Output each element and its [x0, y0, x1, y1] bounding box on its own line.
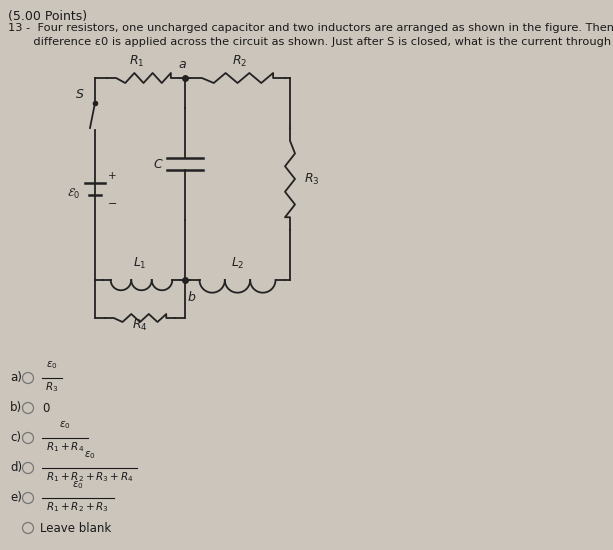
Text: c): c): [10, 432, 21, 444]
Text: $-$: $-$: [107, 197, 117, 207]
Text: Leave blank: Leave blank: [40, 521, 111, 535]
Text: $R_1+R_2+R_3+R_4$: $R_1+R_2+R_3+R_4$: [45, 470, 134, 484]
Text: a): a): [10, 371, 22, 384]
Text: $\varepsilon_0$: $\varepsilon_0$: [59, 419, 71, 431]
Text: $R_1+R_4$: $R_1+R_4$: [46, 440, 84, 454]
Text: $R_3$: $R_3$: [45, 380, 59, 394]
Text: $R_4$: $R_4$: [132, 318, 148, 333]
Text: $\varepsilon_0$: $\varepsilon_0$: [46, 359, 58, 371]
Text: $R_1$: $R_1$: [129, 54, 145, 69]
Text: (5.00 Points): (5.00 Points): [8, 10, 87, 23]
Text: $R_1+R_2+R_3$: $R_1+R_2+R_3$: [47, 500, 110, 514]
Text: $+$: $+$: [107, 170, 116, 181]
Text: b): b): [10, 402, 22, 415]
Text: $R_2$: $R_2$: [232, 54, 248, 69]
Text: $b$: $b$: [187, 290, 196, 304]
Text: $L_1$: $L_1$: [133, 256, 147, 271]
Text: $R_3$: $R_3$: [304, 172, 319, 186]
Text: d): d): [10, 461, 22, 475]
Text: $\varepsilon_0$: $\varepsilon_0$: [72, 479, 84, 491]
Text: 13 -  Four resistors, one uncharged capacitor and two inductors are arranged as : 13 - Four resistors, one uncharged capac…: [8, 23, 613, 33]
Text: $C$: $C$: [153, 157, 164, 170]
Text: $\varepsilon_0$: $\varepsilon_0$: [83, 449, 96, 461]
Text: 0: 0: [42, 402, 50, 415]
Text: $a$: $a$: [178, 58, 186, 71]
Text: $\mathcal{E}_0$: $\mathcal{E}_0$: [67, 187, 80, 201]
Text: $S$: $S$: [75, 88, 85, 101]
Text: $L_2$: $L_2$: [230, 256, 245, 271]
Text: difference ε0 is applied across the circuit as shown. Just after S is closed, wh: difference ε0 is applied across the circ…: [8, 37, 613, 47]
Text: e): e): [10, 492, 22, 504]
